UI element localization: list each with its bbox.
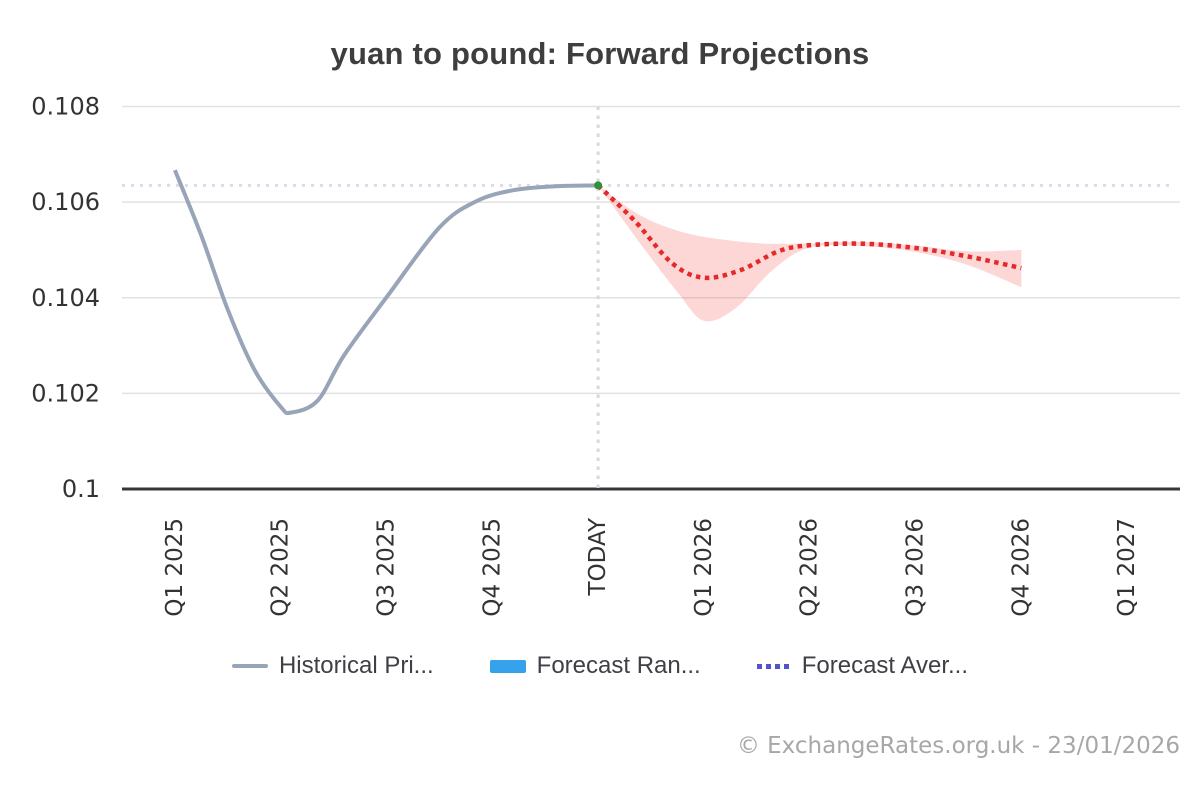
legend-label-historical-price: Historical Pri...: [278, 652, 434, 679]
x-tick-label: Q1 2027: [1114, 518, 1140, 617]
y-tick-label: 0.106: [31, 188, 100, 216]
today-price-marker: [594, 181, 603, 190]
y-tick-label: 0.104: [31, 284, 100, 312]
legend-item-forecast-range[interactable]: Forecast Ran...: [489, 652, 701, 680]
x-tick-label: Q1 2026: [691, 518, 717, 617]
x-tick-label: Q1 2025: [162, 518, 188, 617]
x-tick-label: Q4 2026: [1008, 518, 1034, 617]
y-tick-label: 0.1: [62, 475, 100, 503]
chart-title: yuan to pound: Forward Projections: [330, 36, 870, 71]
x-tick-label: Q3 2025: [374, 518, 400, 617]
watermark: © ExchangeRates.org.uk - 23/01/2026: [736, 733, 1180, 759]
forecast-range-band: [598, 185, 1022, 322]
historical-line-swatch-icon: [231, 664, 268, 668]
x-tick-label: Q3 2026: [903, 518, 929, 617]
forecast-average-line: [596, 183, 1022, 281]
x-tick-label: Q2 2025: [268, 518, 294, 617]
historical-price-line: [173, 169, 599, 416]
x-tick-label: TODAY: [585, 517, 611, 596]
x-tick-label: Q4 2025: [479, 518, 505, 617]
chart-legend: Historical Pri... Forecast Ran... Foreca…: [0, 652, 1200, 680]
legend-label-forecast-range: Forecast Ran...: [536, 652, 701, 679]
forecast-average-swatch-icon: [756, 663, 791, 669]
legend-item-forecast-average[interactable]: Forecast Aver...: [756, 652, 969, 680]
y-tick-label: 0.102: [31, 379, 100, 407]
forecast-range-swatch-icon: [489, 659, 526, 673]
y-tick-label: 0.108: [31, 93, 100, 121]
legend-label-forecast-average: Forecast Aver...: [801, 652, 969, 679]
legend-item-historical-price[interactable]: Historical Pri...: [231, 652, 434, 680]
x-tick-label: Q2 2026: [797, 518, 823, 617]
